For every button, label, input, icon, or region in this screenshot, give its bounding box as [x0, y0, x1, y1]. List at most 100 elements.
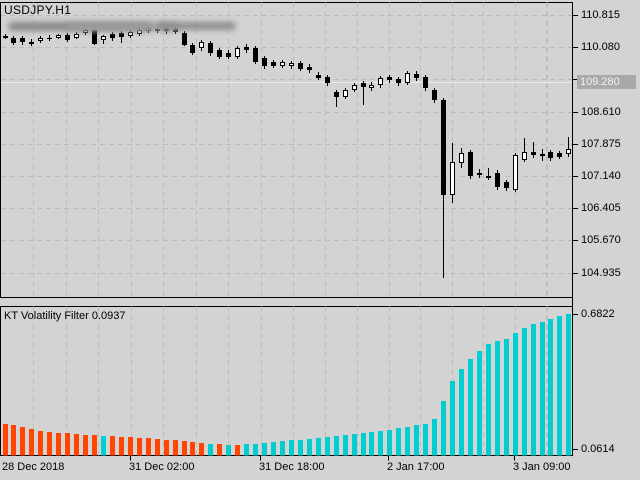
volatility-bar	[20, 427, 25, 456]
candles-group	[3, 27, 571, 278]
symbol-label: USDJPY.H1	[4, 3, 72, 17]
candle	[432, 90, 437, 100]
time-axis-label: 2 Jan 17:00	[387, 461, 445, 473]
time-axis[interactable]: 28 Dec 2018 31 Dec 02:00 31 Dec 18:00 2 Jan…	[0, 456, 640, 480]
volatility-bar	[316, 438, 321, 456]
volatility-bar	[557, 316, 562, 456]
volatility-bar	[540, 322, 545, 456]
volatility-bar	[110, 436, 115, 456]
candle	[540, 154, 545, 156]
candle	[173, 29, 178, 32]
candle	[531, 152, 536, 155]
price-axis-label: 110.815	[581, 9, 620, 21]
candle	[441, 100, 446, 195]
price-axis-label: 107.875	[581, 138, 621, 150]
volatility-bar	[38, 431, 43, 456]
candle	[361, 83, 366, 87]
candle	[101, 36, 106, 40]
candle	[280, 62, 285, 66]
candle	[343, 90, 348, 97]
candle	[548, 152, 553, 158]
price-axis-label: 108.610	[581, 106, 621, 118]
volatility-bar	[29, 429, 34, 456]
volatility-bar	[56, 433, 61, 456]
candle	[459, 153, 464, 163]
candle	[226, 53, 231, 57]
candle	[513, 155, 518, 190]
candle	[164, 28, 169, 31]
price-axis-label: 110.080	[581, 41, 620, 53]
candle	[155, 29, 160, 31]
volatility-bar	[173, 440, 178, 456]
candle	[3, 36, 8, 38]
volatility-bar	[47, 432, 52, 456]
candle	[396, 79, 401, 83]
price-axis[interactable]: 110.815 110.080 108.610 107.875 107.140 106.4…	[573, 0, 640, 456]
candle	[378, 78, 383, 85]
candle	[477, 173, 482, 175]
volatility-bar	[83, 435, 88, 456]
price-axis-label: 104.935	[581, 267, 621, 279]
indicator-label: KT Volatility Filter 0.0937	[4, 310, 126, 322]
volatility-bar	[423, 424, 428, 456]
candle	[566, 149, 571, 154]
panel-splitter[interactable]	[0, 299, 573, 306]
volatility-bar	[119, 437, 124, 456]
volatility-bar	[468, 359, 473, 456]
price-axis-label: 106.405	[581, 202, 621, 214]
volatility-bar	[548, 319, 553, 456]
volatility-bar	[450, 381, 455, 456]
candle	[217, 50, 222, 57]
candle	[387, 77, 392, 80]
volatility-bar	[11, 425, 16, 456]
volatility-bar	[289, 440, 294, 456]
volatility-bar	[441, 401, 446, 456]
volatility-bar	[217, 444, 222, 456]
volatility-bar	[164, 440, 169, 456]
candle	[253, 48, 258, 62]
candle	[83, 30, 88, 33]
volatility-bar	[155, 439, 160, 456]
volatility-bar	[396, 428, 401, 456]
volatility-bar	[92, 435, 97, 456]
candle	[235, 48, 240, 57]
candle	[128, 32, 133, 36]
volatility-bar	[325, 437, 330, 456]
candle	[289, 63, 294, 66]
volatility-bar	[361, 433, 366, 456]
main-panel-border	[0, 2, 573, 298]
candle	[423, 77, 428, 88]
volatility-bar	[513, 333, 518, 456]
volatility-bar	[199, 443, 204, 456]
volatility-bar	[459, 369, 464, 456]
volatility-bar	[369, 432, 374, 456]
volatility-bar	[271, 442, 276, 456]
volatility-bar	[566, 314, 571, 456]
candle	[486, 176, 491, 178]
candle	[504, 182, 509, 188]
grid	[1, 2, 572, 456]
candle	[110, 34, 115, 38]
volatility-bar	[531, 324, 536, 456]
volatility-bar	[504, 339, 509, 456]
candle	[182, 33, 187, 45]
volatility-bar	[307, 439, 312, 456]
volatility-bar	[226, 445, 231, 456]
candle	[414, 74, 419, 78]
volatility-bar	[244, 444, 249, 456]
volatility-bar	[387, 430, 392, 456]
candle	[495, 173, 500, 187]
volatility-bar	[378, 431, 383, 456]
candle	[352, 85, 357, 90]
candle	[298, 63, 303, 69]
volatility-bar	[405, 427, 410, 456]
candle	[146, 28, 151, 31]
volatility-bar	[101, 436, 106, 456]
volatility-bar	[235, 445, 240, 456]
indicator-panel-border	[0, 306, 573, 456]
time-axis-label: 3 Jan 09:00	[513, 461, 571, 473]
candle	[450, 162, 455, 195]
volatility-bar	[298, 440, 303, 456]
